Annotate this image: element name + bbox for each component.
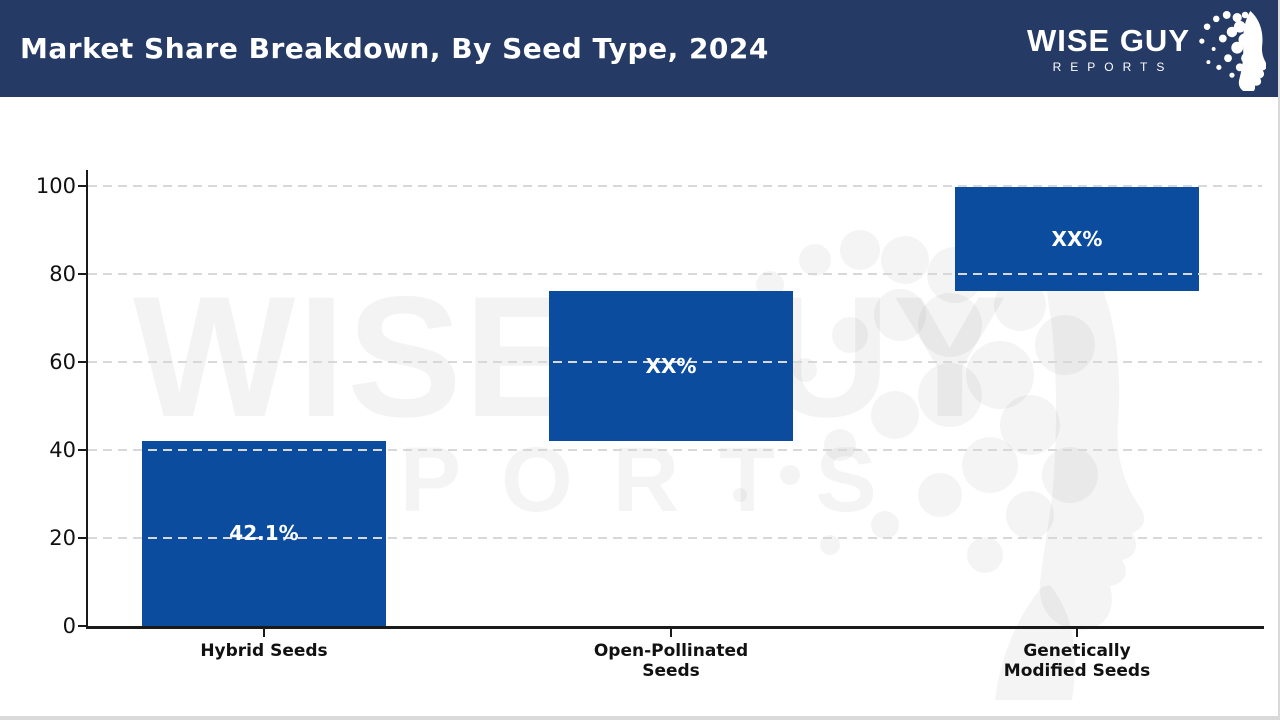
x-category-label-line: Open-Pollinated (593, 641, 749, 661)
x-category-label-line: Seeds (642, 661, 700, 681)
x-tick (1076, 629, 1078, 637)
y-tick-label: 100 (35, 173, 76, 198)
y-tick-label: 80 (49, 261, 76, 286)
x-category-label: Hybrid Seeds (124, 641, 404, 661)
y-tick (78, 185, 86, 187)
y-tick-label: 60 (49, 349, 76, 374)
y-tick-label: 20 (49, 525, 76, 550)
y-tick (78, 273, 86, 275)
grid-line (88, 537, 1262, 539)
grid-line (88, 449, 1262, 451)
brand-name: WISE GUY (1026, 22, 1190, 58)
x-category-label: Open-Pollinated Seeds (531, 641, 811, 681)
x-category-label-line: Modified Seeds (1003, 661, 1151, 681)
bar-value-label: 42.1% (229, 521, 299, 546)
y-tick (78, 625, 86, 627)
bar (549, 291, 793, 441)
brand-logo: WISE GUY REPORTS (1027, 6, 1266, 92)
x-category-label-line: Hybrid Seeds (200, 641, 328, 661)
brand-head-icon (1199, 11, 1266, 91)
y-tick (78, 449, 86, 451)
x-category-label: Genetically Modified Seeds (937, 641, 1217, 681)
y-tick (78, 361, 86, 363)
brand-logo-text: WISE GUY REPORTS (1026, 22, 1190, 75)
grid-line (88, 273, 1262, 275)
page-bottom-border (0, 716, 1280, 720)
y-tick-label: 0 (62, 613, 76, 638)
page-right-border (1278, 0, 1280, 720)
bar-value-label: XX% (1051, 227, 1103, 252)
brand-subtitle: REPORTS (1052, 60, 1174, 75)
bar (142, 440, 386, 626)
x-tick (670, 629, 672, 637)
y-tick (78, 537, 86, 539)
x-tick (263, 629, 265, 637)
grid-line (88, 361, 1262, 363)
bar-value-label: XX% (645, 353, 697, 378)
x-axis-line (86, 626, 1264, 629)
y-tick-label: 40 (49, 437, 76, 462)
y-axis-line (86, 170, 88, 629)
page-title: Market Share Breakdown, By Seed Type, 20… (20, 32, 769, 65)
x-category-label-line: Genetically (1023, 641, 1131, 661)
grid-line (88, 185, 1262, 187)
header-bar: Market Share Breakdown, By Seed Type, 20… (0, 0, 1280, 97)
